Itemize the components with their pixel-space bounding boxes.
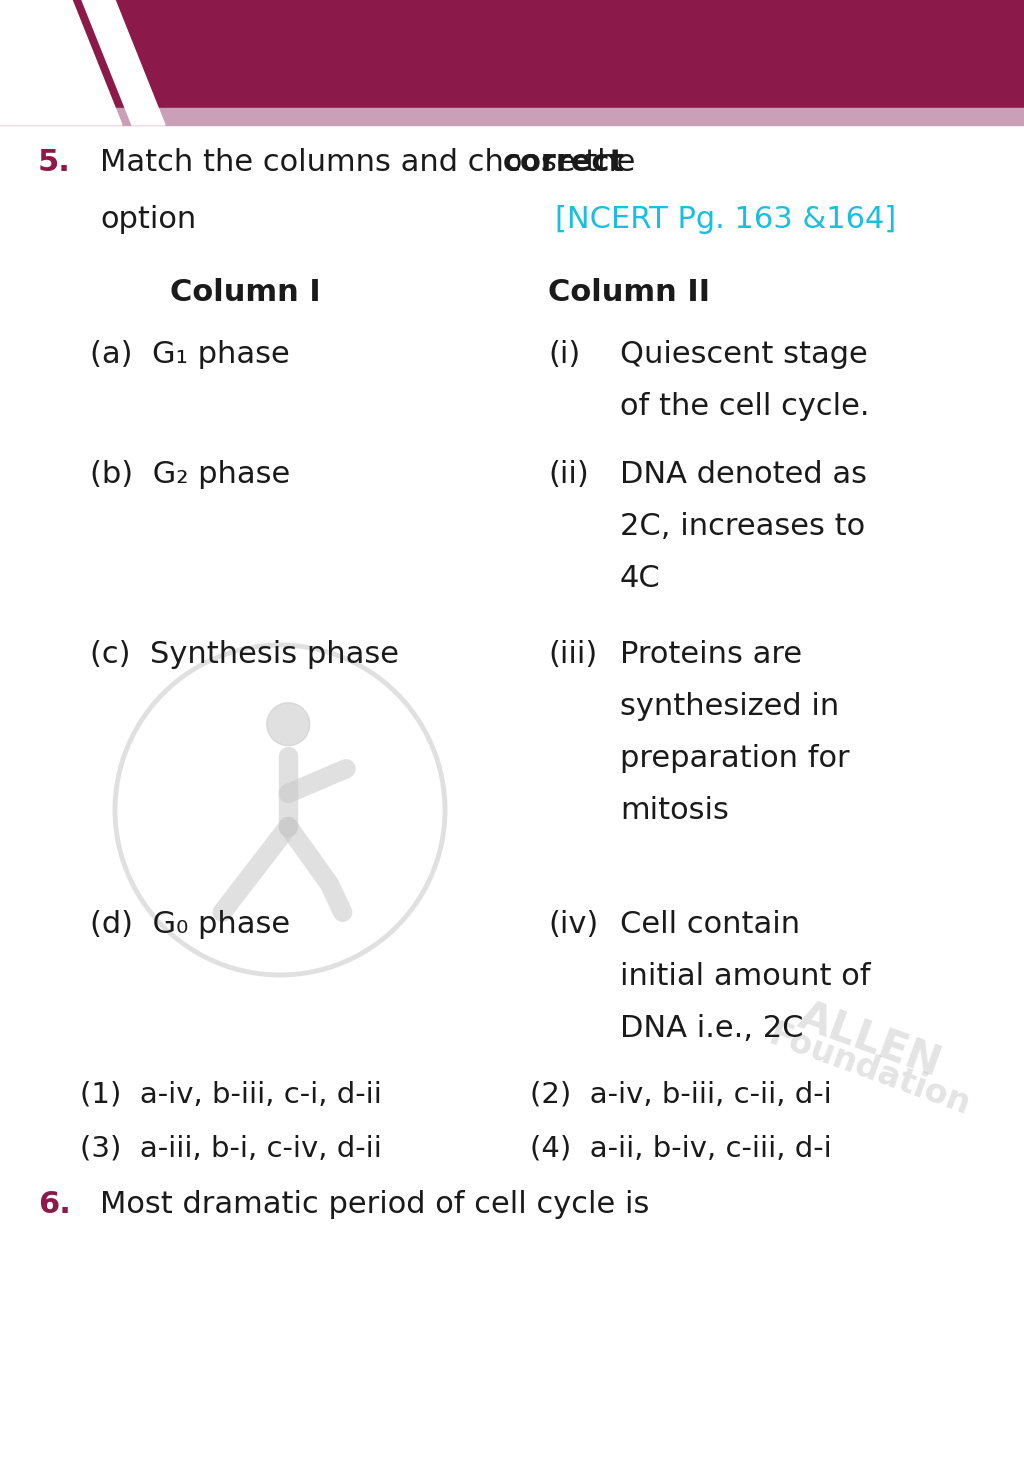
Text: (2)  a-iv, b-iii, c-ii, d-i: (2) a-iv, b-iii, c-ii, d-i (530, 1080, 831, 1109)
Text: (1)  a-iv, b-iii, c-i, d-ii: (1) a-iv, b-iii, c-i, d-ii (80, 1080, 382, 1109)
Text: Match the columns and choose the: Match the columns and choose the (100, 148, 645, 176)
Polygon shape (82, 0, 165, 124)
Text: 4C: 4C (620, 565, 660, 593)
Text: correct: correct (503, 148, 625, 176)
Text: Most dramatic period of cell cycle is: Most dramatic period of cell cycle is (100, 1190, 649, 1220)
Text: Foundation: Foundation (765, 1018, 976, 1122)
Bar (0, 108, 1024, 124)
Text: [NCERT Pg. 163 &164]: [NCERT Pg. 163 &164] (555, 205, 896, 234)
Text: (iii): (iii) (548, 640, 597, 668)
Text: (d)  G₀ phase: (d) G₀ phase (90, 910, 290, 940)
Text: (3)  a-iii, b-i, c-iv, d-ii: (3) a-iii, b-i, c-iv, d-ii (80, 1135, 382, 1163)
Text: mitosis: mitosis (620, 796, 729, 825)
Bar (0, 0, 1024, 108)
Text: of the cell cycle.: of the cell cycle. (620, 393, 869, 421)
Text: 2C, increases to: 2C, increases to (620, 511, 865, 541)
Text: DNA denoted as: DNA denoted as (620, 459, 867, 489)
Text: (iv): (iv) (548, 910, 598, 940)
Text: (a)  G₁ phase: (a) G₁ phase (90, 339, 290, 369)
Text: DNA i.e., 2C: DNA i.e., 2C (620, 1014, 804, 1043)
Text: option: option (100, 205, 197, 234)
Text: synthesized in: synthesized in (620, 692, 840, 722)
Text: Cell contain: Cell contain (620, 910, 800, 940)
Text: Column I: Column I (170, 279, 321, 307)
Text: Quiescent stage: Quiescent stage (620, 339, 867, 369)
Text: preparation for: preparation for (620, 744, 850, 774)
Text: 6.: 6. (38, 1190, 71, 1220)
Polygon shape (0, 0, 122, 124)
Text: (ii): (ii) (548, 459, 589, 489)
Text: ALLEN: ALLEN (793, 994, 947, 1085)
Text: (b)  G₂ phase: (b) G₂ phase (90, 459, 290, 489)
Text: initial amount of: initial amount of (620, 962, 870, 991)
Text: Column II: Column II (548, 279, 710, 307)
Text: (4)  a-ii, b-iv, c-iii, d-i: (4) a-ii, b-iv, c-iii, d-i (530, 1135, 831, 1163)
Text: Proteins are: Proteins are (620, 640, 802, 668)
Text: (c)  Synthesis phase: (c) Synthesis phase (90, 640, 399, 668)
Text: (i): (i) (548, 339, 581, 369)
Circle shape (267, 702, 309, 745)
Text: 5.: 5. (38, 148, 71, 176)
